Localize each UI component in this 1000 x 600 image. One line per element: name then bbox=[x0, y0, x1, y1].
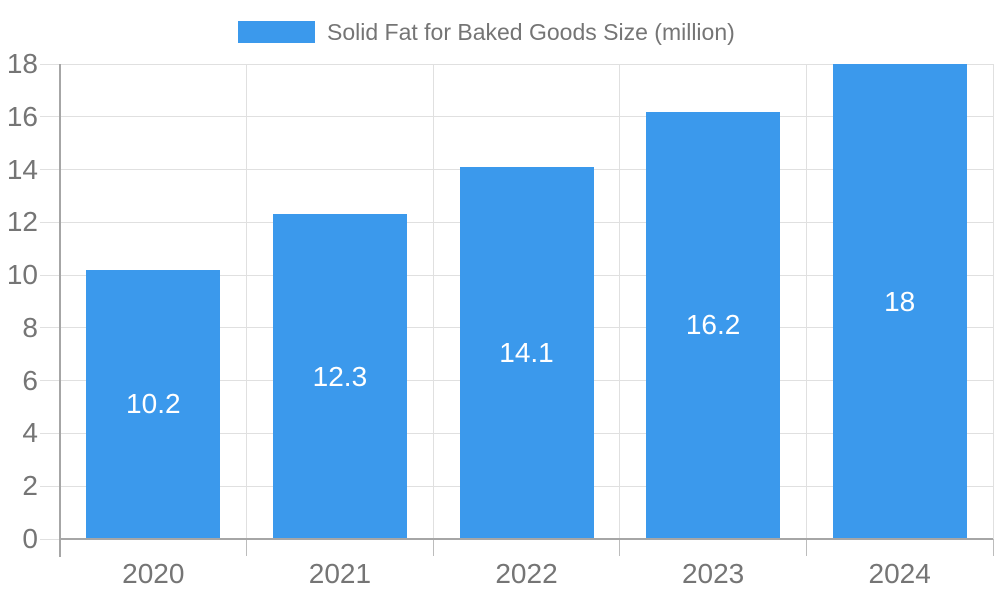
y-tick-label: 2 bbox=[22, 470, 38, 502]
bar-2021 bbox=[272, 214, 407, 539]
x-axis-tick bbox=[619, 539, 621, 556]
y-tick-label: 8 bbox=[22, 311, 38, 343]
y-tick-label: 4 bbox=[22, 417, 38, 449]
bar-value-label: 18 bbox=[884, 285, 916, 317]
bar-value-label: 12.3 bbox=[312, 360, 368, 392]
v-gridline bbox=[246, 64, 248, 539]
bar-value-label: 10.2 bbox=[126, 388, 181, 420]
y-tick-label: 18 bbox=[6, 48, 38, 79]
bar-2023 bbox=[646, 111, 781, 539]
bar-2020 bbox=[86, 269, 221, 539]
y-tick-label: 12 bbox=[6, 206, 38, 238]
legend-swatch bbox=[238, 21, 315, 43]
h-gridline bbox=[40, 116, 993, 118]
bar-value-label: 14.1 bbox=[499, 336, 554, 368]
x-axis-tick bbox=[246, 539, 248, 556]
y-axis-line bbox=[59, 64, 61, 557]
bar-value-label: 16.2 bbox=[685, 309, 741, 341]
x-tick-label: 2021 bbox=[308, 558, 372, 589]
y-tick-label: 14 bbox=[6, 153, 38, 185]
v-gridline bbox=[805, 64, 807, 539]
bar-2022 bbox=[459, 166, 594, 539]
v-gridline bbox=[432, 64, 434, 539]
x-tick-label: 2022 bbox=[495, 558, 558, 589]
x-tick-label: 2020 bbox=[122, 558, 185, 589]
h-gridline bbox=[40, 63, 993, 65]
x-axis-line bbox=[60, 538, 993, 540]
y-tick-label: 0 bbox=[22, 523, 38, 554]
x-tick-label: 2024 bbox=[868, 558, 931, 589]
x-axis-tick bbox=[805, 539, 807, 556]
x-axis-tick bbox=[432, 539, 434, 556]
v-gridline bbox=[992, 64, 994, 539]
y-tick-label: 16 bbox=[6, 100, 38, 132]
x-axis-tick bbox=[992, 539, 994, 556]
x-tick-label: 2023 bbox=[681, 558, 745, 589]
y-tick-label: 10 bbox=[6, 259, 38, 291]
y-tick-label: 6 bbox=[22, 364, 38, 396]
v-gridline bbox=[619, 64, 621, 539]
bar-2024 bbox=[832, 64, 967, 539]
legend-label: Solid Fat for Baked Goods Size (million) bbox=[327, 19, 735, 45]
